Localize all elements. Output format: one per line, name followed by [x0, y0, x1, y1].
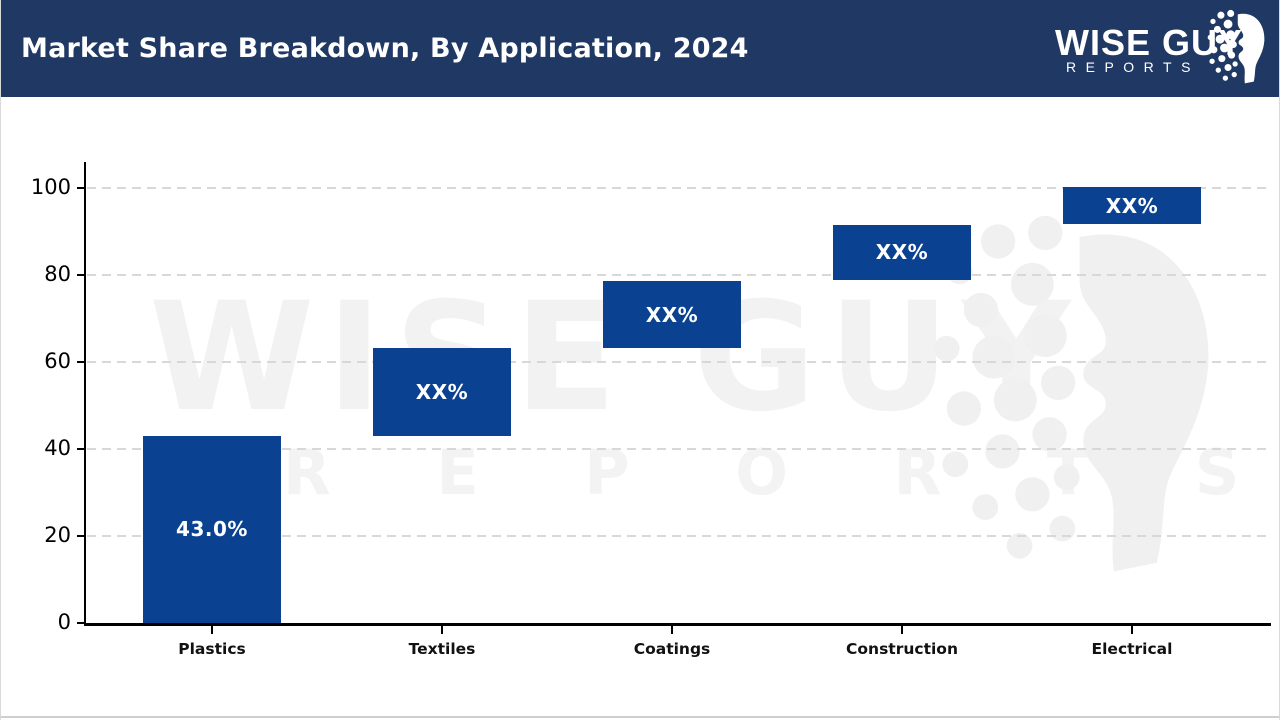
bar-plastics: 43.0% — [143, 435, 281, 623]
page-title: Market Share Breakdown, By Application, … — [21, 33, 749, 64]
x-tick-mark-3 — [901, 626, 903, 634]
gridline-100 — [87, 187, 1271, 189]
gridline-40 — [87, 448, 1271, 450]
bar-value-label: XX% — [645, 302, 699, 327]
y-axis-line — [84, 162, 86, 626]
y-tick-label-0: 0 — [57, 610, 71, 634]
wiseguy-logo: WISE GUY REPORTS — [1022, 0, 1267, 97]
x-category-label-construction: Construction — [846, 640, 958, 658]
y-tick-mark-60 — [77, 361, 85, 363]
header-band: Market Share Breakdown, By Application, … — [1, 0, 1279, 97]
bar-textiles: XX% — [373, 348, 511, 436]
bar-value-label: 43.0% — [176, 517, 248, 542]
x-tick-mark-1 — [441, 626, 443, 634]
bar-value-label: XX% — [875, 240, 929, 265]
gridline-20 — [87, 535, 1271, 537]
x-axis-line — [86, 623, 1271, 626]
bar-electrical: XX% — [1063, 187, 1201, 225]
y-tick-mark-20 — [77, 535, 85, 537]
gridline-80 — [87, 274, 1271, 276]
y-tick-label-80: 80 — [44, 262, 71, 286]
y-tick-mark-100 — [77, 187, 85, 189]
x-tick-mark-4 — [1131, 626, 1133, 634]
y-tick-label-20: 20 — [44, 523, 71, 547]
gridline-60 — [87, 361, 1271, 363]
logo-subtext: REPORTS — [1066, 59, 1200, 75]
y-tick-label-100: 100 — [30, 175, 71, 199]
bottom-divider — [1, 716, 1279, 718]
x-tick-mark-2 — [671, 626, 673, 634]
bar-value-label: XX% — [1105, 193, 1159, 218]
x-category-label-plastics: Plastics — [178, 640, 246, 658]
x-category-label-coatings: Coatings — [633, 640, 711, 658]
bar-value-label: XX% — [415, 380, 469, 404]
y-tick-mark-0 — [77, 622, 85, 624]
bar-coatings: XX% — [603, 281, 741, 349]
y-tick-label-60: 60 — [44, 349, 71, 373]
x-tick-mark-0 — [211, 626, 213, 634]
x-category-label-electrical: Electrical — [1091, 640, 1173, 658]
logo-wordmark: WISE GUY — [1055, 22, 1244, 63]
bar-construction: XX% — [833, 224, 971, 280]
x-category-label-textiles: Textiles — [408, 640, 476, 658]
wiseguy-head-icon — [1205, 6, 1267, 94]
y-tick-label-40: 40 — [44, 436, 71, 460]
y-tick-mark-40 — [77, 448, 85, 450]
y-tick-mark-80 — [77, 274, 85, 276]
